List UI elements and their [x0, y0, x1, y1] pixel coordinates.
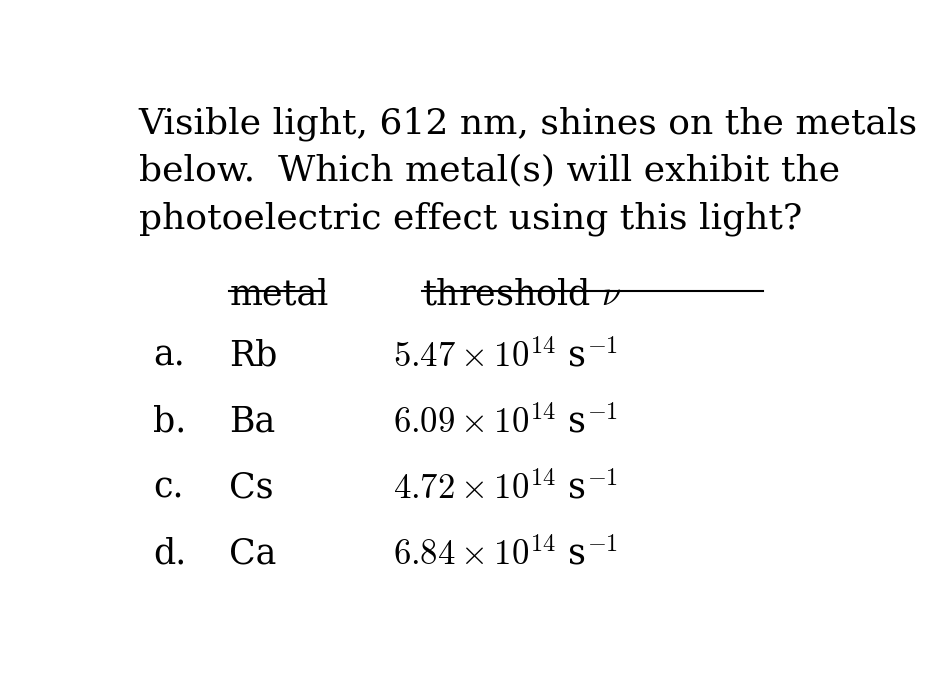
Text: threshold $\nu$: threshold $\nu$ — [422, 278, 621, 311]
Text: c.: c. — [154, 471, 183, 505]
Text: d.: d. — [154, 536, 186, 571]
Text: $6.09 \times 10^{14}$ s$^{-1}$: $6.09 \times 10^{14}$ s$^{-1}$ — [393, 405, 618, 439]
Text: Visible light, 612 nm, shines on the metals: Visible light, 612 nm, shines on the met… — [139, 106, 918, 141]
Text: below.  Which metal(s) will exhibit the: below. Which metal(s) will exhibit the — [139, 154, 840, 188]
Text: Ba: Ba — [229, 405, 276, 438]
Text: Rb: Rb — [229, 338, 278, 372]
Text: photoelectric effect using this light?: photoelectric effect using this light? — [139, 201, 802, 236]
Text: b.: b. — [154, 405, 186, 438]
Text: Cs: Cs — [229, 471, 274, 505]
Text: $5.47 \times 10^{14}$ s$^{-1}$: $5.47 \times 10^{14}$ s$^{-1}$ — [393, 338, 618, 373]
Text: metal: metal — [229, 278, 329, 311]
Text: $4.72 \times 10^{14}$ s$^{-1}$: $4.72 \times 10^{14}$ s$^{-1}$ — [393, 471, 618, 505]
Text: a.: a. — [154, 338, 185, 372]
Text: Ca: Ca — [229, 536, 277, 571]
Text: $6.84 \times 10^{14}$ s$^{-1}$: $6.84 \times 10^{14}$ s$^{-1}$ — [393, 536, 618, 571]
